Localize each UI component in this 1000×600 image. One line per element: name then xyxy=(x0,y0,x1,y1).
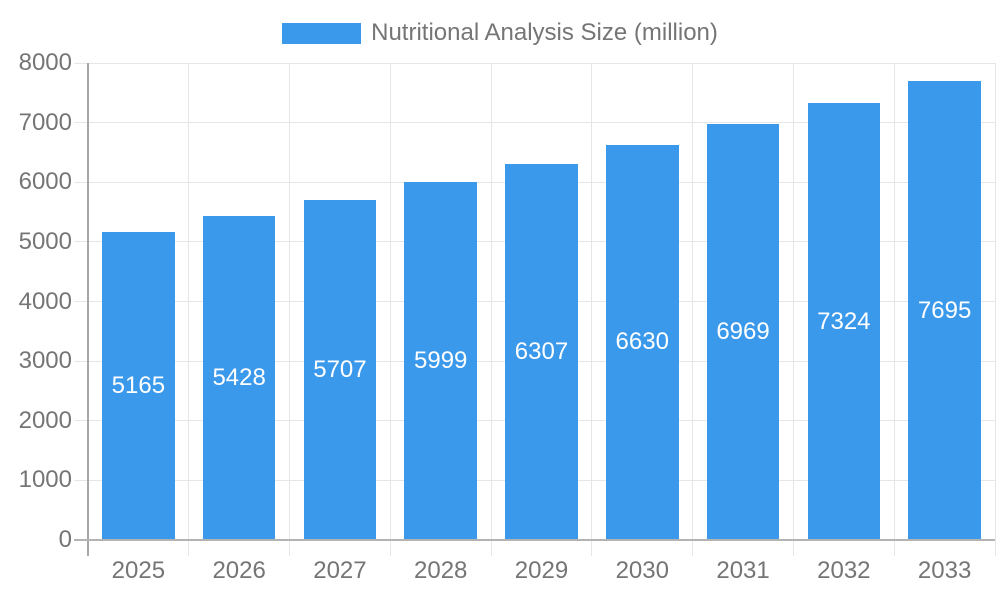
v-gridline xyxy=(692,63,694,556)
x-axis-tick-label: 2028 xyxy=(414,557,468,584)
y-axis-tick-label: 2000 xyxy=(18,406,72,434)
y-axis-tick-label: 0 xyxy=(58,526,72,553)
y-axis-tick-label: 5000 xyxy=(18,227,72,255)
bar-value-label: 5707 xyxy=(313,355,367,383)
v-gridline xyxy=(994,63,996,556)
v-gridline xyxy=(893,63,895,556)
y-axis-tick-label: 6000 xyxy=(18,168,72,196)
y-axis-tick-label: 7000 xyxy=(18,108,72,136)
bar-value-label: 5999 xyxy=(414,347,468,375)
x-axis-tick-label: 2029 xyxy=(514,557,569,584)
bar-2025[interactable]: 5165 xyxy=(102,232,175,540)
v-gridline xyxy=(289,63,291,556)
x-axis-tick-label: 2027 xyxy=(313,557,367,584)
bar-2029[interactable]: 6307 xyxy=(505,163,578,540)
bar-2028[interactable]: 5999 xyxy=(404,182,477,540)
chart-legend[interactable]: Nutritional Analysis Size (million) xyxy=(0,19,1000,47)
bar-2032[interactable]: 7324 xyxy=(807,103,881,540)
y-axis-tick-label: 3000 xyxy=(18,347,72,375)
legend-swatch-icon xyxy=(282,22,362,44)
h-gridline xyxy=(74,122,995,124)
x-axis-tick-label: 2026 xyxy=(212,557,266,584)
x-axis-tick-label: 2033 xyxy=(917,557,972,584)
bar-2027[interactable]: 5707 xyxy=(303,199,377,540)
bar-value-label: 5428 xyxy=(212,364,266,392)
y-axis-tick-label: 4000 xyxy=(18,287,72,315)
h-gridline xyxy=(74,62,995,64)
bar-value-label: 6969 xyxy=(716,318,770,346)
x-axis-tick-label: 2031 xyxy=(716,557,770,584)
v-gridline xyxy=(389,63,391,556)
bar-value-label: 6307 xyxy=(514,337,569,365)
y-axis-line xyxy=(87,63,89,556)
x-axis-tick-label: 2025 xyxy=(111,557,166,584)
bar-value-label: 7324 xyxy=(817,307,871,335)
bar-value-label: 7695 xyxy=(917,296,972,324)
bar-2026[interactable]: 5428 xyxy=(202,216,276,540)
bar-2031[interactable]: 6969 xyxy=(706,124,780,540)
v-gridline xyxy=(490,63,492,556)
v-gridline xyxy=(591,63,593,556)
legend-label: Nutritional Analysis Size (million) xyxy=(371,19,718,46)
bar-value-label: 6630 xyxy=(615,328,669,356)
v-gridline xyxy=(188,63,190,556)
x-axis-tick-label: 2032 xyxy=(817,557,871,584)
y-axis-tick-label: 8000 xyxy=(18,49,72,76)
x-axis-tick-label: 2030 xyxy=(615,557,669,584)
x-axis-line xyxy=(74,539,995,541)
bar-value-label: 5165 xyxy=(111,372,166,399)
v-gridline xyxy=(792,63,794,556)
bar-2033[interactable]: 7695 xyxy=(908,81,981,540)
bar-2030[interactable]: 6630 xyxy=(605,144,679,540)
y-axis-tick-label: 1000 xyxy=(18,466,72,494)
